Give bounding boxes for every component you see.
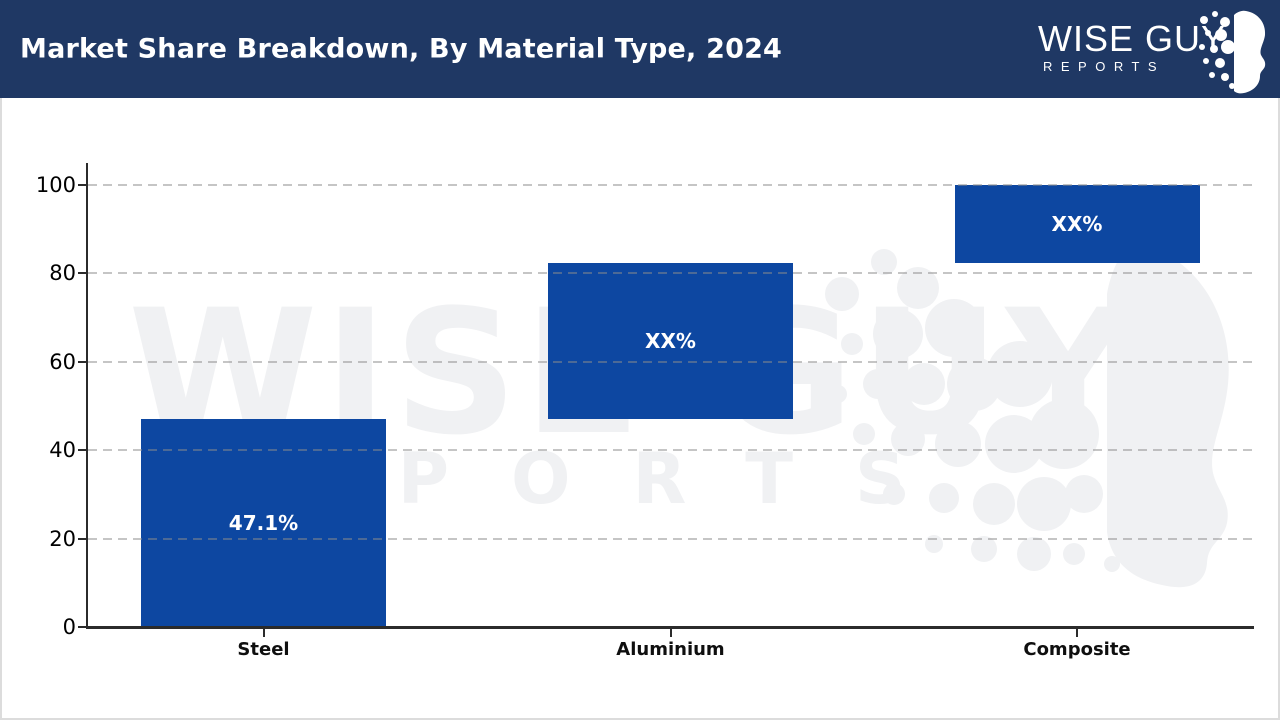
y-tick-mark-80 <box>78 272 86 275</box>
x-tick-mark-aluminium <box>669 629 672 637</box>
y-tick-mark-40 <box>78 449 86 452</box>
y-axis-line <box>86 163 88 629</box>
gridline-100 <box>88 184 1253 186</box>
y-tick-label-40: 40 <box>49 438 76 463</box>
header-band: Market Share Breakdown, By Material Type… <box>0 0 1280 98</box>
y-tick-label-60: 60 <box>49 349 76 374</box>
gridline-80 <box>88 272 1253 275</box>
bar-value-label-aluminium: XX% <box>645 329 696 354</box>
y-tick-mark-20 <box>78 537 86 540</box>
logo-reports-text: REPORTS <box>1043 59 1166 74</box>
x-axis-line <box>86 626 1254 629</box>
bar-value-label-steel: 47.1% <box>228 510 299 535</box>
brand-logo: WISE GUY REPORTS <box>1010 2 1272 96</box>
gridline-40 <box>88 449 1253 452</box>
y-tick-mark-0 <box>78 626 86 628</box>
x-tick-mark-composite <box>1076 629 1078 637</box>
logo-dotted-head-icon <box>1199 10 1266 94</box>
watermark-dotted-head-icon <box>825 243 1229 588</box>
y-tick-label-100: 100 <box>35 173 76 197</box>
bar-value-label-composite: XX% <box>1051 212 1103 237</box>
bar-composite <box>954 185 1200 264</box>
y-tick-mark-100 <box>78 184 86 186</box>
y-tick-label-80: 80 <box>49 261 76 286</box>
logo-wiseguy-text: WISE GUY <box>1038 18 1227 59</box>
bar-steel <box>141 418 386 627</box>
x-tick-label-steel: Steel <box>237 639 290 660</box>
page-title: Market Share Breakdown, By Material Type… <box>20 33 783 65</box>
y-tick-label-0: 0 <box>62 615 76 639</box>
x-tick-mark-steel <box>262 629 265 637</box>
x-tick-label-aluminium: Aluminium <box>616 639 725 660</box>
bar-aluminium <box>548 263 793 419</box>
y-tick-label-20: 20 <box>49 526 76 551</box>
gridline-60 <box>88 360 1253 363</box>
gridline-20 <box>88 537 1253 540</box>
y-tick-mark-60 <box>78 360 86 363</box>
x-tick-label-composite: Composite <box>1023 639 1131 660</box>
